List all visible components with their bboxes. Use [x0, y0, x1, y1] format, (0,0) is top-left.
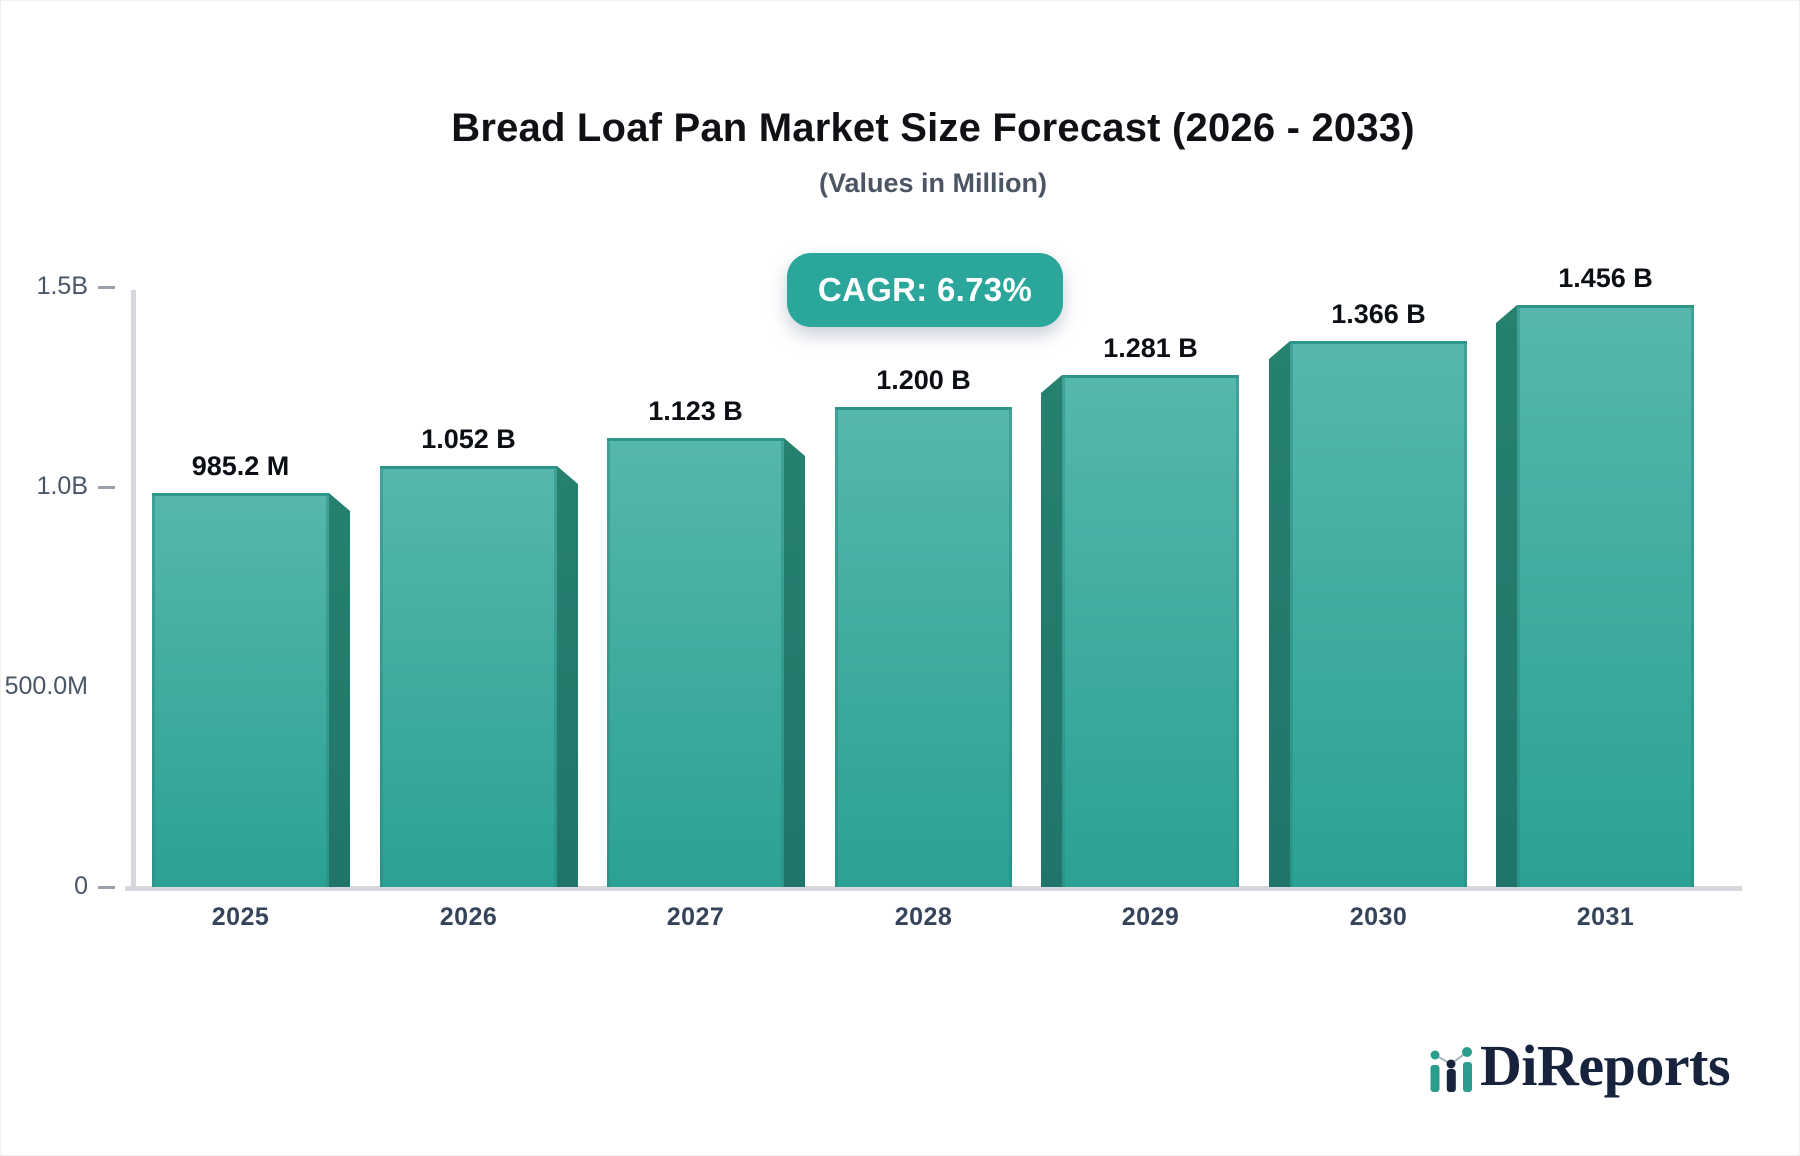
- bar-value-label-2030: 1.366 B: [1331, 299, 1426, 329]
- cagr-badge: CAGR: 6.73%: [787, 253, 1063, 327]
- y-axis-tick-dash: [98, 286, 115, 289]
- chart-title: Bread Loaf Pan Market Size Forecast (202…: [451, 106, 1415, 150]
- bar-chart-logo-icon: [1430, 1047, 1472, 1092]
- bar-value-label-2026: 1.052 B: [421, 424, 516, 454]
- x-axis-baseline: [125, 886, 1742, 891]
- bar-2026: [380, 466, 557, 887]
- y-axis-tick-label: 500.0M: [4, 672, 88, 700]
- x-axis-label-2028: 2028: [894, 903, 953, 931]
- x-axis-label-2029: 2029: [1121, 903, 1180, 931]
- bar-2028: [835, 407, 1012, 887]
- y-axis-line: [131, 290, 136, 891]
- bar-2031-side-panel: [1496, 305, 1517, 887]
- chart-subtitle: (Values in Million): [818, 168, 1048, 198]
- bar-2031: [1517, 305, 1694, 887]
- bar-2026-side-panel: [557, 466, 578, 887]
- y-axis-tick-label: 1.0B: [36, 472, 88, 500]
- y-axis-tick-label: 0: [74, 872, 88, 900]
- cagr-badge-label: CAGR: 6.73%: [817, 271, 1033, 308]
- bar-2029-side-panel: [1041, 375, 1062, 887]
- x-axis-label-2027: 2027: [666, 903, 725, 931]
- bar-2025: [152, 493, 329, 887]
- bar-2027-side-panel: [784, 438, 805, 887]
- bar-value-label-2031: 1.456 B: [1558, 263, 1653, 293]
- x-axis-label-2030: 2030: [1349, 903, 1408, 931]
- y-axis-tick-label: 1.5B: [36, 272, 88, 300]
- bar-2027: [607, 438, 784, 887]
- brand-logo: DiReports: [1428, 1033, 1731, 1098]
- bar-2029: [1062, 375, 1239, 887]
- brand-logo-text: DiReports: [1480, 1033, 1731, 1098]
- x-axis-label-2025: 2025: [211, 903, 270, 931]
- x-axis-label-2031: 2031: [1576, 903, 1635, 931]
- y-axis-tick-dash: [98, 886, 115, 889]
- bar-value-label-2029: 1.281 B: [1103, 333, 1198, 363]
- bar-value-label-2025: 985.2 M: [191, 451, 290, 481]
- bar-2030: [1290, 341, 1467, 887]
- y-axis-tick-dash: [98, 486, 115, 489]
- x-axis-label-2026: 2026: [439, 903, 498, 931]
- bar-2030-side-panel: [1269, 341, 1290, 887]
- bar-value-label-2027: 1.123 B: [648, 396, 743, 426]
- bar-value-label-2028: 1.200 B: [876, 365, 971, 395]
- bar-2025-side-panel: [329, 493, 350, 887]
